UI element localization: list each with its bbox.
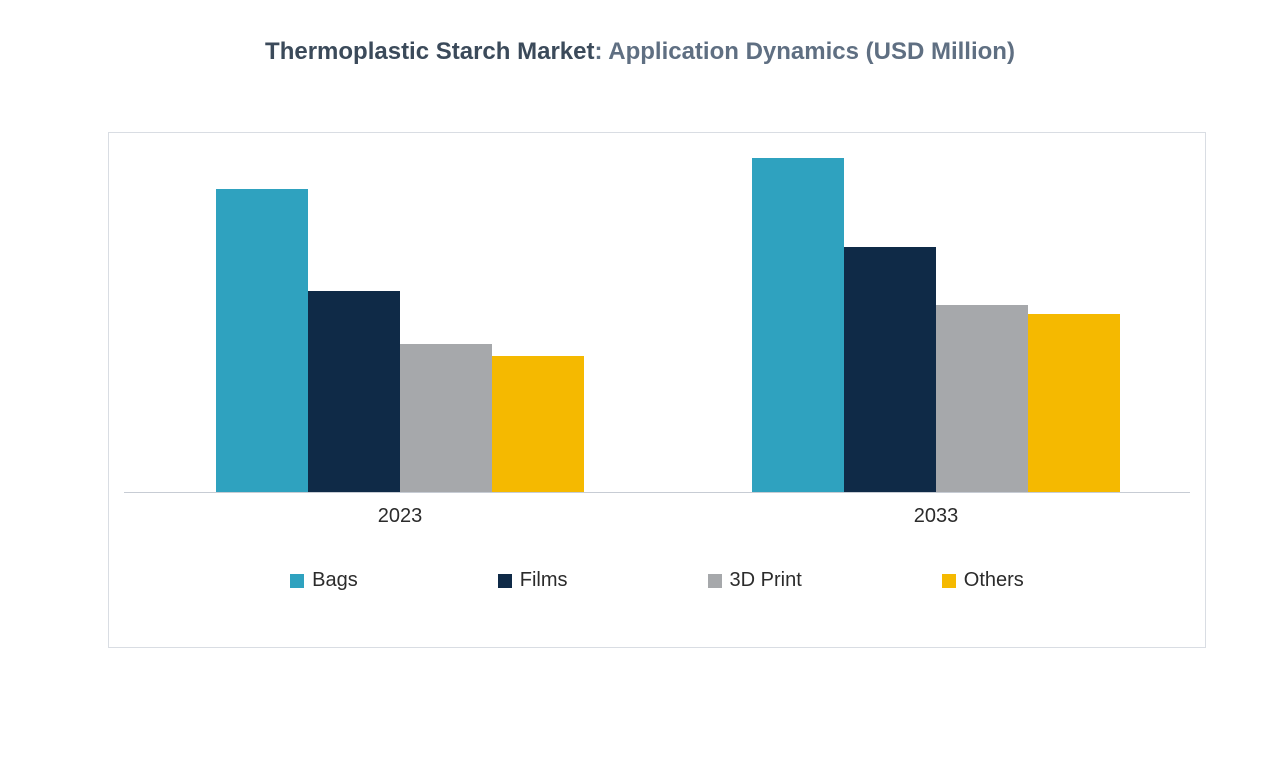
chart-container: Bags Films 3D Print Others 2023 2033 [108,132,1206,648]
legend-item-films: Films [498,569,568,592]
x-axis-baseline [124,492,1190,493]
chart-title: Thermoplastic Starch Market: Application… [0,38,1280,66]
bar-films-2033 [844,247,936,492]
bar-bags-2023 [216,189,308,492]
plot-area [124,158,1190,492]
legend-item-bags: Bags [290,569,358,592]
legend-swatch-icon [942,574,956,588]
bar-others-2023 [492,356,584,492]
title-suffix: Application Dynamics (USD Million) [608,38,1015,65]
bar-3d-print-2033 [936,305,1028,492]
legend-swatch-icon [290,574,304,588]
legend-item-3d-print: 3D Print [708,569,802,592]
legend-label: Bags [312,569,358,592]
bar-bags-2033 [752,158,844,492]
x-axis-label-2033: 2033 [914,505,959,528]
legend-item-others: Others [942,569,1024,592]
legend-label: 3D Print [730,569,802,592]
x-axis-label-2023: 2023 [378,505,423,528]
legend: Bags Films 3D Print Others [109,569,1205,592]
legend-swatch-icon [708,574,722,588]
title-prefix: Thermoplastic Starch Market [265,38,594,65]
bar-3d-print-2023 [400,344,492,492]
bar-others-2033 [1028,314,1120,492]
legend-label: Others [964,569,1024,592]
legend-label: Films [520,569,568,592]
bar-group-2023 [216,158,584,492]
bar-group-2033 [752,158,1120,492]
bar-films-2023 [308,291,400,492]
legend-swatch-icon [498,574,512,588]
